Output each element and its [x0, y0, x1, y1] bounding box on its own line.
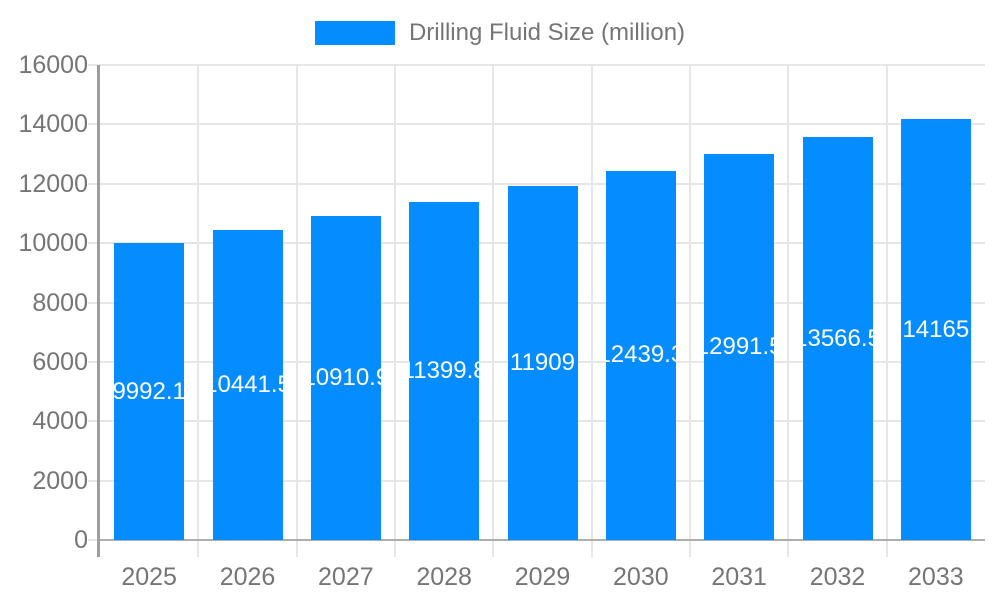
y-tick-label: 10000 — [18, 229, 88, 258]
legend-swatch — [314, 21, 395, 45]
bar[interactable]: 11399.8 — [409, 201, 480, 540]
bar[interactable]: 12991.5 — [704, 154, 775, 540]
y-axis-line — [97, 65, 100, 557]
bar-value-label: 12439.3 — [606, 341, 676, 369]
v-gridline — [787, 65, 790, 557]
y-tick-label: 14000 — [18, 110, 88, 139]
bar[interactable]: 10910.9 — [310, 216, 381, 540]
v-gridline — [295, 65, 298, 557]
v-gridline — [492, 65, 495, 557]
x-tick-label: 2031 — [711, 563, 767, 591]
v-gridline — [885, 65, 888, 557]
v-gridline — [197, 65, 200, 557]
x-tick-label: 2025 — [121, 563, 177, 591]
x-axis-line — [100, 539, 985, 541]
bar-value-label: 11909 — [510, 349, 575, 377]
bar[interactable]: 14165 — [900, 119, 971, 540]
legend-label: Drilling Fluid Size (million) — [408, 19, 686, 46]
x-tick-label: 2029 — [514, 563, 571, 591]
y-tick-label: 4000 — [32, 407, 88, 436]
h-gridline — [88, 182, 985, 185]
h-gridline — [88, 123, 985, 126]
bar-value-label: 10910.9 — [311, 364, 381, 392]
x-tick-label: 2027 — [318, 563, 374, 591]
bar[interactable]: 10441.5 — [212, 230, 283, 540]
h-gridline — [88, 64, 985, 66]
x-tick-label: 2032 — [809, 563, 866, 591]
y-tick-label: 12000 — [18, 169, 88, 198]
bar-value-label: 10441.5 — [213, 371, 283, 398]
bar[interactable]: 12439.3 — [605, 170, 676, 540]
bar-value-label: 12991.5 — [704, 333, 774, 361]
bar[interactable]: 11909 — [507, 186, 578, 540]
y-tick-label: 16000 — [18, 51, 88, 79]
plot-area: 0 2000 4000 6000 8000 10000 12000 14000 16000 999… — [18, 51, 985, 591]
x-tick-label: 2026 — [219, 563, 276, 591]
x-tick-label: 2033 — [908, 563, 964, 591]
x-tick-label: 2028 — [416, 563, 472, 591]
y-tick-label: 2000 — [32, 466, 88, 495]
v-gridline — [689, 65, 691, 557]
bar-value-label: 14165 — [902, 315, 970, 343]
y-tick-label: 6000 — [32, 347, 88, 376]
legend[interactable]: Drilling Fluid Size (million) — [0, 14, 1000, 52]
bar-value-label: 9992.1 — [114, 377, 185, 405]
v-gridline — [590, 65, 593, 557]
v-gridline — [394, 65, 396, 557]
x-tick-label: 2030 — [613, 563, 669, 591]
y-tick-label: 0 — [74, 526, 88, 554]
bar[interactable]: 9992.1 — [114, 243, 185, 540]
y-tick-label: 8000 — [32, 288, 88, 317]
bar-value-label: 11399.8 — [409, 356, 479, 384]
